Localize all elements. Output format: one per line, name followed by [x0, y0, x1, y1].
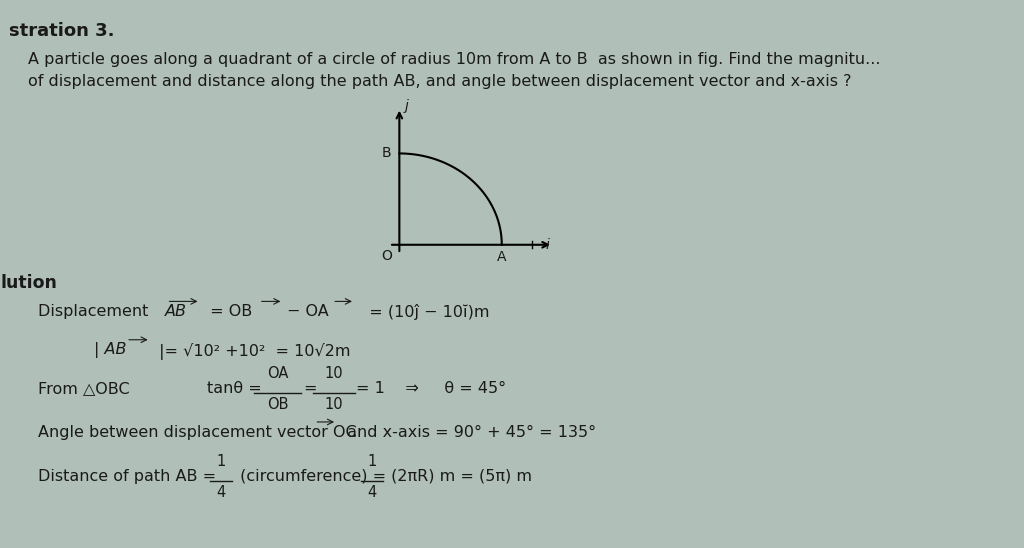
Text: From △OBC: From △OBC: [38, 381, 129, 396]
Text: Distance of path AB =: Distance of path AB =: [38, 469, 221, 483]
Text: stration 3.: stration 3.: [9, 22, 115, 40]
Text: i: i: [546, 238, 550, 252]
Text: OA: OA: [267, 366, 289, 381]
Text: Angle between displacement vector OC: Angle between displacement vector OC: [38, 425, 356, 439]
Text: 4: 4: [368, 485, 377, 500]
Text: | AB: | AB: [94, 342, 127, 358]
Text: A particle goes along a quadrant of a circle of radius 10m from A to B  as shown: A particle goes along a quadrant of a ci…: [29, 52, 881, 67]
Text: 10: 10: [325, 397, 343, 412]
Text: = (10ĵ − 10ĭ)m: = (10ĵ − 10ĭ)m: [358, 304, 489, 320]
Text: =: =: [303, 381, 316, 396]
Text: 1: 1: [217, 454, 226, 469]
Text: Displacement: Displacement: [38, 304, 159, 319]
Text: = OB: = OB: [205, 304, 253, 319]
Text: (circumference) =: (circumference) =: [236, 469, 391, 483]
Text: AB: AB: [165, 304, 186, 319]
Text: O: O: [382, 249, 392, 262]
Text: A: A: [497, 250, 507, 264]
Text: lution: lution: [0, 274, 57, 292]
Text: of displacement and distance along the path AB, and angle between displacement v: of displacement and distance along the p…: [29, 74, 852, 89]
Text: OB: OB: [267, 397, 289, 412]
Text: 10: 10: [325, 366, 343, 381]
Text: |= √10² +10²  = 10√2m: |= √10² +10² = 10√2m: [155, 342, 351, 359]
Text: 4: 4: [217, 485, 226, 500]
Text: 1: 1: [368, 454, 377, 469]
Text: j: j: [404, 99, 409, 113]
Text: − OA: − OA: [287, 304, 329, 319]
Text: (2πR) m = (5π) m: (2πR) m = (5π) m: [386, 469, 531, 483]
Text: B: B: [381, 146, 391, 161]
Text: tanθ =: tanθ =: [207, 381, 267, 396]
Text: = 1    ⇒     θ = 45°: = 1 ⇒ θ = 45°: [355, 381, 506, 396]
Text: and x-axis = 90° + 45° = 135°: and x-axis = 90° + 45° = 135°: [342, 425, 596, 439]
